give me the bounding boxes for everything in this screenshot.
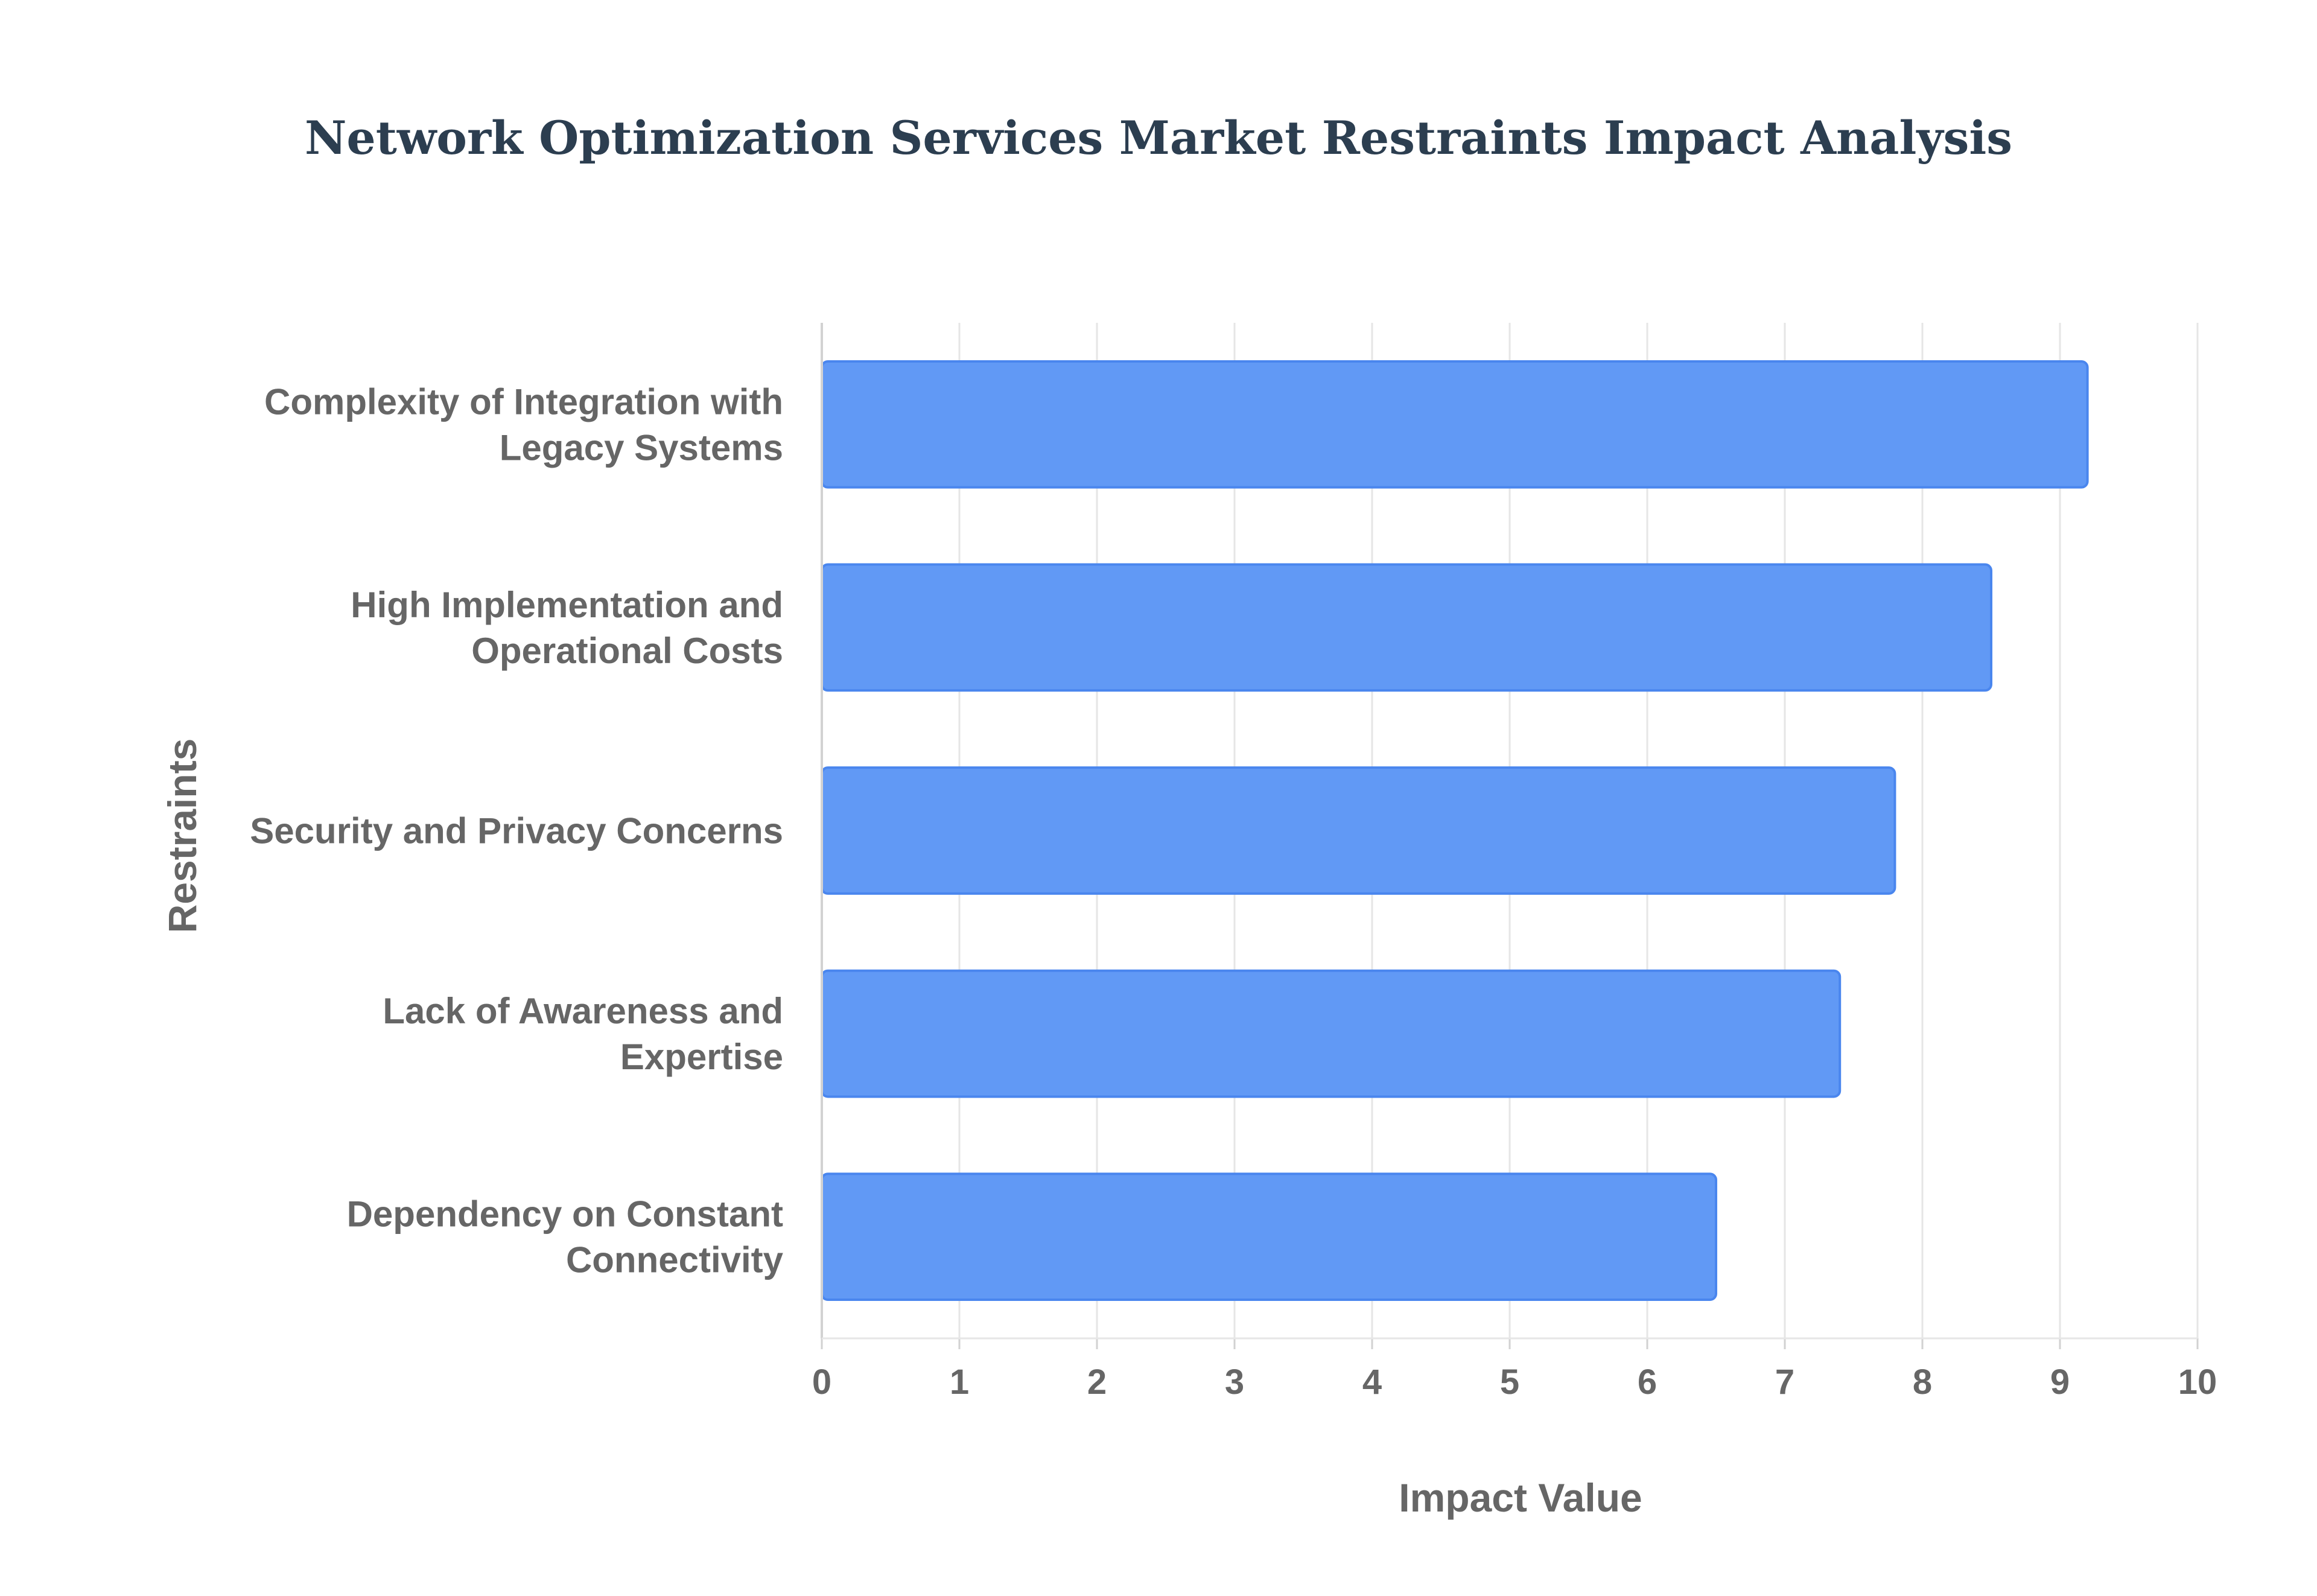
category-label-line: Connectivity xyxy=(566,1240,784,1280)
category-label-line: Expertise xyxy=(620,1037,783,1077)
category-label-line: Legacy Systems xyxy=(500,427,783,468)
category-label-line: Complexity of Integration with xyxy=(264,381,783,422)
bar xyxy=(821,1172,1717,1302)
category-label-line: Lack of Awareness and xyxy=(383,991,783,1031)
category-label-line: High Implementation and xyxy=(351,585,783,625)
x-tick-label: 4 xyxy=(1362,1362,1382,1402)
x-tick-label: 6 xyxy=(1638,1362,1657,1402)
category-label: Lack of Awareness and Expertise xyxy=(383,991,783,1077)
category-label: Dependency on Constant Connectivity xyxy=(347,1194,784,1280)
x-tick-label: 5 xyxy=(1500,1362,1519,1402)
x-tick-label: 0 xyxy=(812,1362,831,1402)
bar xyxy=(821,360,2089,489)
chart-title: Network Optimization Services Market Res… xyxy=(305,111,2012,165)
x-tick-label: 3 xyxy=(1225,1362,1244,1402)
category-label: Complexity of Integration with Legacy Sys… xyxy=(264,381,783,468)
category-label-line: Operational Costs xyxy=(471,631,783,671)
x-tick-label: 9 xyxy=(2050,1362,2070,1402)
y-axis-title: Restraints xyxy=(160,739,205,933)
axes xyxy=(821,323,2199,1349)
x-tick-label: 10 xyxy=(2178,1362,2217,1402)
x-tick-label: 1 xyxy=(950,1362,969,1402)
category-label: High Implementation and Operational Costs xyxy=(351,585,783,671)
category-label-line: Dependency on Constant xyxy=(347,1194,783,1235)
bar xyxy=(821,563,1992,692)
category-label: Security and Privacy Concerns xyxy=(250,811,783,851)
x-tick-label: 2 xyxy=(1087,1362,1107,1402)
bars xyxy=(821,360,2089,1302)
category-labels: Complexity of Integration with Legacy Sys… xyxy=(250,381,783,1280)
bar xyxy=(821,766,1896,895)
category-label-line: Security and Privacy Concerns xyxy=(250,811,783,851)
x-tick-label: 8 xyxy=(1913,1362,1932,1402)
x-tick-label: 7 xyxy=(1775,1362,1794,1402)
x-tick-labels: 0 1 2 3 4 5 6 7 8 9 10 xyxy=(812,1362,2217,1402)
x-axis-title: Impact Value xyxy=(1399,1475,1642,1520)
bar xyxy=(821,969,1842,1098)
